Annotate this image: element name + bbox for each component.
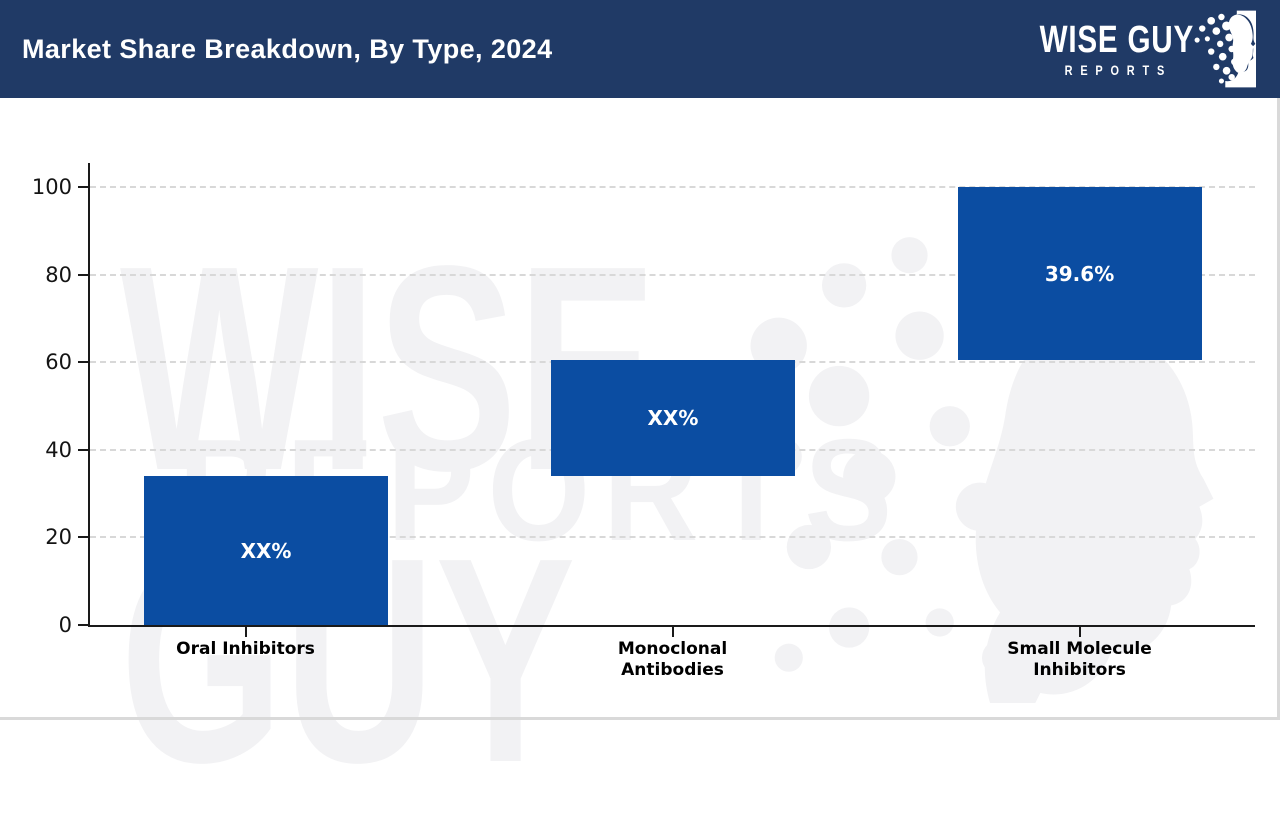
y-tick-label: 80 (45, 262, 72, 287)
x-tick-mark (671, 627, 674, 637)
header-bar: Market Share Breakdown, By Type, 2024 WI… (0, 0, 1280, 98)
page-bottom-border (0, 717, 1280, 720)
gridline-80 (90, 273, 1255, 276)
page-right-border (1277, 98, 1280, 720)
y-tick-label: 40 (45, 437, 72, 462)
logo-subtitle: REPORTS (1064, 62, 1173, 78)
y-tick-label: 60 (45, 350, 72, 375)
chart-title: Market Share Breakdown, By Type, 2024 (22, 33, 553, 64)
wiseguy-face-icon (1194, 10, 1256, 88)
bar-small-molecule-inhibitors: 39.6% (957, 187, 1202, 361)
logo-wordmark: WISE GUY (1039, 19, 1194, 61)
bar-value-label: 39.6% (1044, 261, 1115, 286)
x-tick-mark (1078, 627, 1081, 637)
wiseguy-logo: WISE GUY REPORTS (996, 8, 1256, 90)
x-tick-mark (244, 627, 247, 637)
y-tick-mark (78, 624, 88, 626)
watermark-face-icon (750, 237, 1214, 703)
gridline-20 (90, 536, 1255, 539)
bar-monoclonal-antibodies: XX% (550, 360, 795, 477)
x-category-label: Oral Inhibitors (176, 639, 315, 659)
y-tick-label: 100 (31, 175, 72, 199)
wiseguy-logo-text: WISE GUY REPORTS (1040, 21, 1194, 77)
y-tick-mark (78, 361, 88, 364)
x-category-label: Small Molecule Inhibitors (1007, 639, 1152, 681)
x-category-label: Monoclonal Antibodies (617, 639, 728, 681)
gridline-100 (90, 186, 1255, 188)
bar-value-label: XX% (240, 538, 292, 563)
y-tick-mark (78, 186, 88, 188)
plot-area: 0 20 40 60 80 100 XX% Oral Inhibitors XX% Monoclo… (32, 163, 1255, 680)
bar-value-label: XX% (647, 406, 699, 431)
bar-oral-inhibitors: XX% (144, 476, 389, 625)
y-tick-label: 0 (58, 613, 72, 637)
y-tick-mark (78, 273, 88, 276)
y-tick-mark (78, 536, 88, 539)
y-tick-label: 20 (45, 525, 72, 550)
y-tick-mark (78, 448, 88, 451)
